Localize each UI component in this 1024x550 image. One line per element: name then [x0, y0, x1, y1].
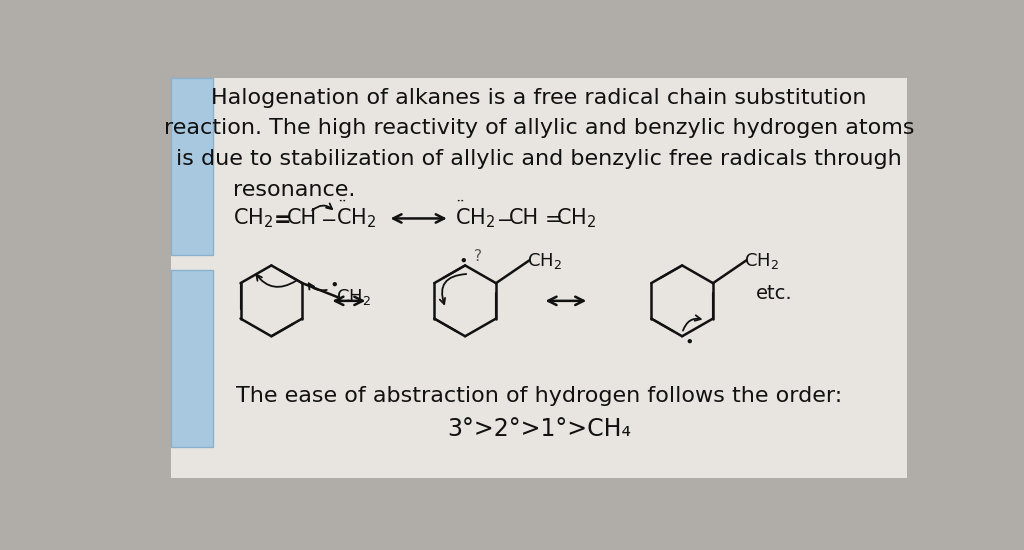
Text: $-$: $-$: [496, 209, 512, 228]
Text: CH$_2$: CH$_2$: [336, 287, 371, 307]
Text: CH: CH: [287, 208, 317, 228]
Text: CH$_2$: CH$_2$: [232, 207, 273, 230]
Text: The ease of abstraction of hydrogen follows the order:: The ease of abstraction of hydrogen foll…: [236, 386, 842, 405]
FancyBboxPatch shape: [171, 78, 213, 255]
Text: $\bullet$: $\bullet$: [329, 276, 338, 290]
Text: ?: ?: [474, 249, 482, 263]
Text: CH$_2$: CH$_2$: [527, 251, 562, 271]
Text: $\ddot{}$: $\ddot{}$: [458, 190, 465, 208]
FancyBboxPatch shape: [171, 270, 213, 447]
Text: etc.: etc.: [756, 284, 793, 302]
Text: $\ddot{}$: $\ddot{}$: [339, 190, 346, 208]
FancyBboxPatch shape: [171, 78, 907, 478]
Text: CH$_2$: CH$_2$: [556, 207, 596, 230]
Text: CH$_2$: CH$_2$: [455, 207, 496, 230]
Text: $-$: $-$: [321, 209, 337, 228]
Text: $\mathbf{=}$: $\mathbf{=}$: [269, 208, 291, 228]
Text: CH$_2$: CH$_2$: [336, 207, 376, 230]
Text: CH$_2$: CH$_2$: [744, 251, 779, 271]
Text: Halogenation of alkanes is a free radical chain substitution: Halogenation of alkanes is a free radica…: [211, 87, 866, 108]
Text: resonance.: resonance.: [232, 180, 355, 200]
Text: $\bullet$: $\bullet$: [458, 252, 467, 267]
Text: 3°>2°>1°>CH₄: 3°>2°>1°>CH₄: [446, 417, 631, 442]
Text: reaction. The high reactivity of allylic and benzylic hydrogen atoms: reaction. The high reactivity of allylic…: [164, 118, 914, 139]
Text: is due to stabilization of allylic and benzylic free radicals through: is due to stabilization of allylic and b…: [176, 149, 901, 169]
Text: $=$: $=$: [541, 208, 562, 228]
Text: CH: CH: [509, 208, 540, 228]
Text: $\bullet$: $\bullet$: [684, 333, 693, 348]
